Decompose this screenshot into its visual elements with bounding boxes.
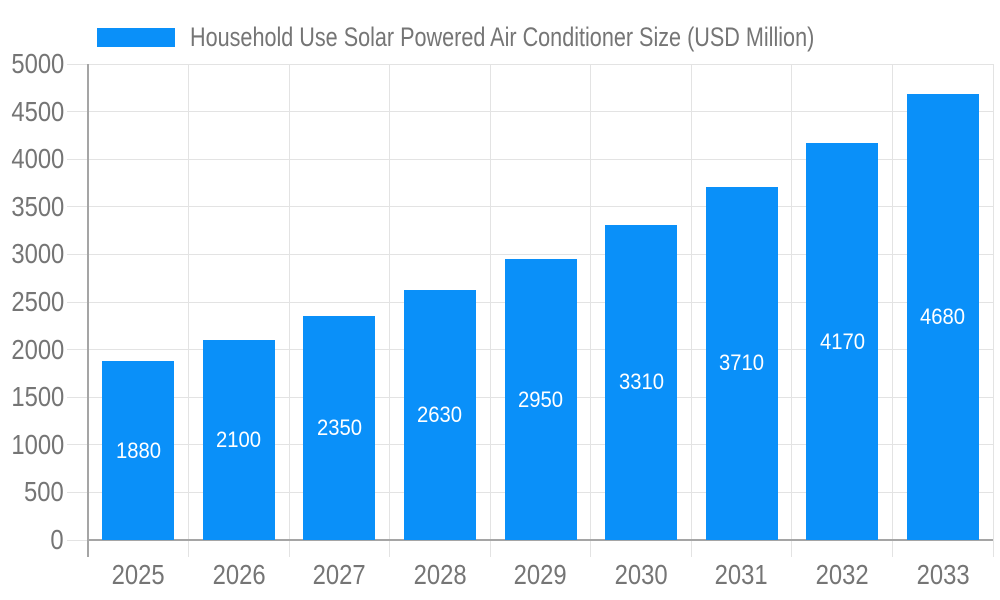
y-axis-tick-text: 4500 <box>11 95 64 127</box>
v-gridline <box>791 64 793 557</box>
bar-value-label: 2350 <box>316 415 362 441</box>
y-axis-tick-text: 500 <box>24 476 64 508</box>
y-axis-tick-text: 5000 <box>11 48 64 79</box>
y-axis-tick-label: 3500 <box>0 190 64 222</box>
y-axis-tick-text: 1500 <box>11 381 64 413</box>
h-gridline <box>67 206 993 208</box>
y-axis-tick-label: 500 <box>0 477 64 507</box>
bar-value-label: 2950 <box>517 386 564 412</box>
bar-value-label: 3310 <box>618 369 664 395</box>
y-axis-tick-text: 2000 <box>11 333 64 365</box>
y-axis-tick-label: 1000 <box>0 428 64 460</box>
y-axis-tick-text: 1000 <box>11 428 64 460</box>
bar-2030: 3310 <box>605 224 678 540</box>
x-axis-tick-text: 2027 <box>312 559 366 590</box>
v-gridline <box>891 64 893 557</box>
x-axis-tick-label: 2030 <box>591 560 692 590</box>
x-axis-tick-text: 2025 <box>111 559 165 590</box>
v-gridline <box>188 64 190 557</box>
v-gridline <box>489 64 491 557</box>
y-axis-tick-label: 0 <box>0 525 64 555</box>
bar-value-label: 3710 <box>719 350 765 376</box>
bar-value-label: 2630 <box>417 401 463 427</box>
x-axis-tick-label: 2028 <box>390 560 491 590</box>
y-axis-tick-label: 4000 <box>0 144 64 174</box>
bar-2027: 2350 <box>303 316 376 540</box>
x-axis-tick-label: 2025 <box>88 560 189 590</box>
bar-2026: 2100 <box>202 340 275 540</box>
y-axis-tick-text: 2500 <box>11 286 64 317</box>
x-axis-tick-label: 2032 <box>792 560 893 590</box>
bar-value-label: 2100 <box>216 427 262 453</box>
legend-series-label: Household Use Solar Powered Air Conditio… <box>190 22 815 52</box>
v-gridline <box>690 64 692 557</box>
y-axis-tick-text: 3500 <box>11 190 64 222</box>
bar-value-label: 1880 <box>115 437 161 463</box>
x-axis-tick-text: 2032 <box>815 559 869 590</box>
y-axis-tick-label: 2000 <box>0 333 64 365</box>
x-axis-line <box>88 539 993 541</box>
x-axis-tick-label: 2027 <box>289 560 390 590</box>
bar-2029: 2950 <box>504 259 577 540</box>
bar-value-label: 4170 <box>819 328 865 354</box>
bar-2033: 4680 <box>906 94 979 540</box>
v-gridline <box>590 64 592 557</box>
y-axis-tick-label: 4500 <box>0 95 64 127</box>
y-axis-tick-label: 1500 <box>0 382 64 412</box>
y-axis-tick-label: 5000 <box>0 49 64 79</box>
x-axis-tick-label: 2031 <box>691 560 792 590</box>
x-axis-tick-text: 2033 <box>916 559 970 590</box>
h-gridline <box>67 111 993 113</box>
y-axis-tick-label: 2500 <box>0 287 64 317</box>
legend[interactable]: Household Use Solar Powered Air Conditio… <box>97 22 970 53</box>
v-gridline <box>992 64 994 557</box>
x-axis-tick-text: 2026 <box>212 559 266 590</box>
h-gridline <box>67 158 993 160</box>
y-axis-tick-label: 3000 <box>0 239 64 269</box>
v-gridline <box>389 64 391 557</box>
bar-2028: 2630 <box>403 289 476 540</box>
y-axis-tick-text: 0 <box>50 524 64 555</box>
h-gridline <box>67 63 993 65</box>
x-axis-tick-text: 2031 <box>715 559 769 590</box>
y-axis-tick-text: 3000 <box>11 238 64 270</box>
bar-2032: 4170 <box>806 143 879 540</box>
x-axis-tick-text: 2028 <box>413 559 467 590</box>
h-gridline <box>67 253 993 255</box>
y-axis-line <box>87 64 89 557</box>
x-axis-tick-label: 2029 <box>490 560 591 590</box>
x-axis-tick-text: 2030 <box>614 559 668 590</box>
x-axis-tick-label: 2033 <box>892 560 993 590</box>
bar-value-label: 4680 <box>920 304 966 330</box>
v-gridline <box>288 64 290 557</box>
legend-swatch-icon <box>97 28 175 47</box>
bar-2025: 1880 <box>102 361 175 540</box>
x-axis-tick-label: 2026 <box>189 560 290 590</box>
bar-2031: 3710 <box>705 186 778 540</box>
y-axis-tick-text: 4000 <box>11 143 64 175</box>
x-axis-tick-text: 2029 <box>514 559 567 590</box>
